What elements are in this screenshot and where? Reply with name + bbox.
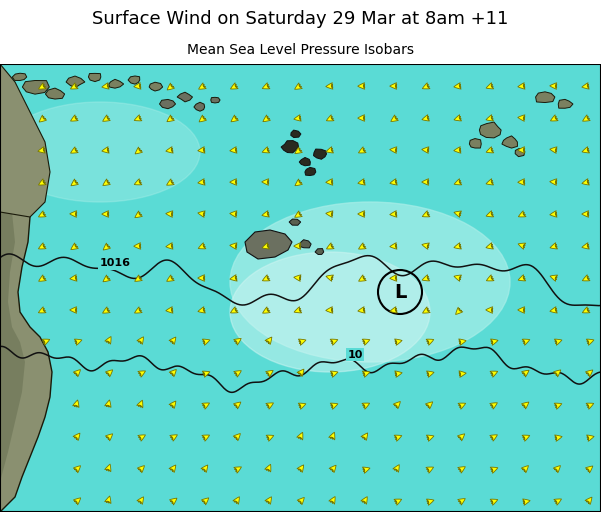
- Ellipse shape: [0, 102, 200, 202]
- Polygon shape: [149, 82, 163, 91]
- Polygon shape: [159, 99, 175, 109]
- Text: Mean Sea Level Pressure Isobars: Mean Sea Level Pressure Isobars: [187, 43, 414, 57]
- Ellipse shape: [230, 252, 430, 372]
- Polygon shape: [314, 149, 326, 159]
- Polygon shape: [299, 240, 311, 248]
- Text: Surface Wind on Saturday 29 Mar at 8am +11: Surface Wind on Saturday 29 Mar at 8am +…: [93, 10, 508, 28]
- Polygon shape: [281, 141, 299, 153]
- Polygon shape: [315, 249, 324, 254]
- Polygon shape: [194, 102, 204, 111]
- Polygon shape: [109, 79, 124, 88]
- Polygon shape: [515, 148, 525, 157]
- Polygon shape: [291, 130, 301, 138]
- Ellipse shape: [230, 202, 510, 362]
- Polygon shape: [305, 167, 316, 176]
- Polygon shape: [22, 80, 49, 94]
- Polygon shape: [66, 76, 85, 88]
- Polygon shape: [558, 99, 573, 108]
- Polygon shape: [299, 158, 310, 166]
- Polygon shape: [46, 88, 65, 99]
- Polygon shape: [502, 136, 517, 148]
- Polygon shape: [469, 139, 481, 148]
- Polygon shape: [128, 76, 140, 84]
- Polygon shape: [12, 73, 26, 80]
- Polygon shape: [0, 64, 50, 217]
- Text: 1016: 1016: [100, 259, 130, 268]
- Text: L: L: [394, 283, 406, 302]
- Polygon shape: [535, 92, 555, 102]
- Polygon shape: [245, 230, 292, 259]
- Polygon shape: [177, 92, 192, 102]
- Polygon shape: [0, 64, 52, 512]
- Polygon shape: [480, 122, 501, 138]
- Polygon shape: [289, 219, 300, 225]
- Polygon shape: [88, 73, 101, 81]
- Polygon shape: [211, 97, 220, 103]
- Polygon shape: [0, 64, 25, 512]
- Text: 10: 10: [347, 350, 362, 360]
